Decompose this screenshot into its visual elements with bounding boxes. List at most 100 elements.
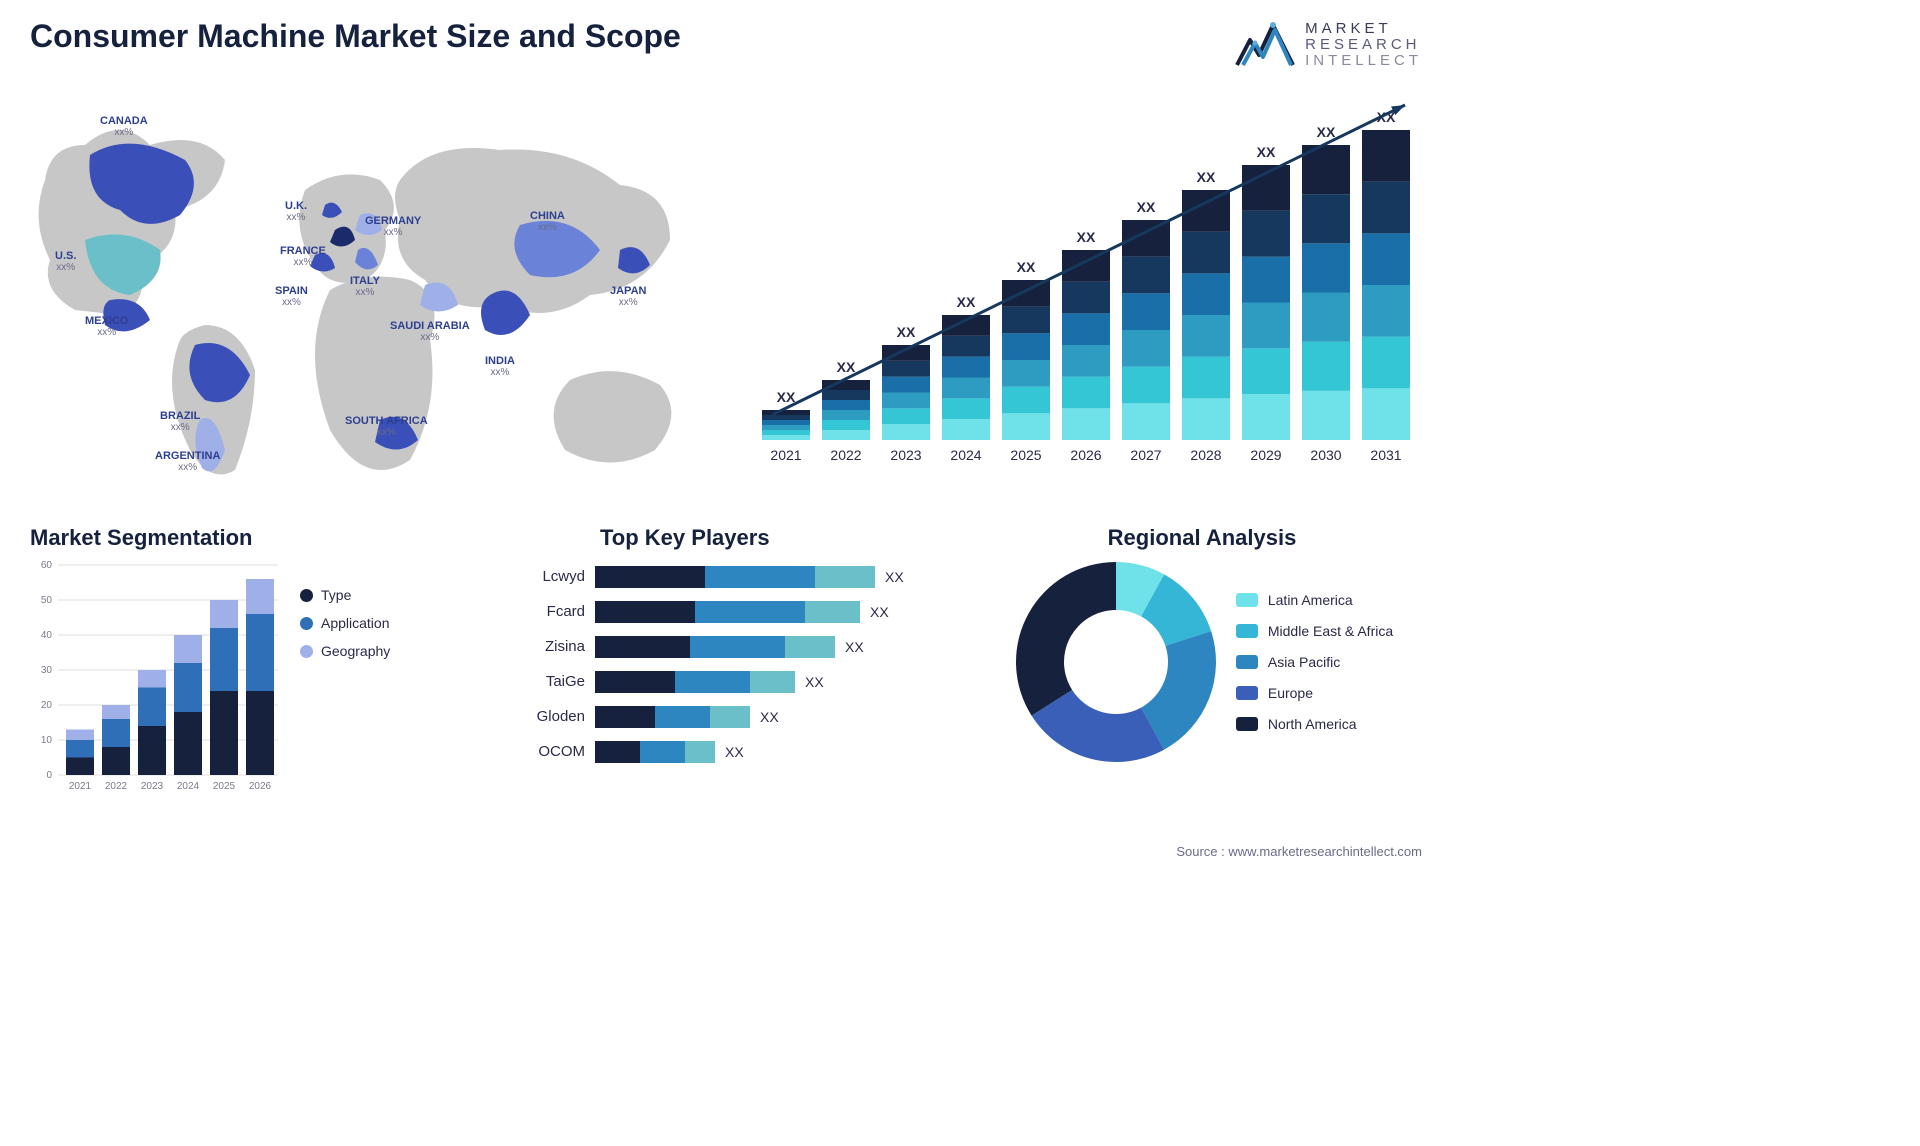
svg-text:2022: 2022 xyxy=(830,447,861,463)
brand-logo: MARKET RESEARCH INTELLECT xyxy=(1235,15,1422,75)
player-bar-segment xyxy=(785,636,835,658)
player-label: Lcwyd xyxy=(470,559,585,594)
map-label-saudi-arabia: SAUDI ARABIAxx% xyxy=(390,320,470,343)
map-label-germany: GERMANYxx% xyxy=(365,215,421,238)
region-legend-item: Latin America xyxy=(1236,592,1393,608)
logo-line3: INTELLECT xyxy=(1305,53,1422,69)
svg-text:2024: 2024 xyxy=(177,781,200,792)
player-bar-segment xyxy=(595,636,690,658)
svg-text:60: 60 xyxy=(41,560,53,571)
player-bar-segment xyxy=(710,706,750,728)
svg-text:2030: 2030 xyxy=(1310,447,1341,463)
svg-text:2022: 2022 xyxy=(105,781,128,792)
swatch-icon xyxy=(300,617,313,630)
svg-text:XX: XX xyxy=(837,359,856,375)
map-label-argentina: ARGENTINAxx% xyxy=(155,450,220,473)
region-legend-item: North America xyxy=(1236,716,1393,732)
segmentation-legend: Type Application Geography xyxy=(300,557,390,797)
seg-legend-geography: Geography xyxy=(300,643,390,659)
svg-text:XX: XX xyxy=(777,389,796,405)
svg-text:XX: XX xyxy=(957,294,976,310)
player-bar-segment xyxy=(595,741,640,763)
market-segmentation-section: Market Segmentation 01020304050602021202… xyxy=(30,525,470,825)
svg-text:10: 10 xyxy=(41,735,53,746)
world-map: CANADAxx%U.S.xx%MEXICOxx%BRAZILxx%ARGENT… xyxy=(30,90,710,490)
player-bar-value: XX xyxy=(885,569,904,585)
map-label-canada: CANADAxx% xyxy=(100,115,148,138)
svg-text:XX: XX xyxy=(1137,199,1156,215)
svg-text:XX: XX xyxy=(1317,124,1336,140)
swatch-icon xyxy=(1236,593,1258,607)
player-bar-segment xyxy=(595,671,675,693)
seg-legend-label: Geography xyxy=(321,643,390,659)
seg-legend-type: Type xyxy=(300,587,390,603)
region-legend-label: Asia Pacific xyxy=(1268,654,1340,670)
player-bar-value: XX xyxy=(725,744,744,760)
map-label-brazil: BRAZILxx% xyxy=(160,410,200,433)
player-bar-segment xyxy=(690,636,785,658)
player-bar-row: XX xyxy=(595,699,970,734)
map-label-japan: JAPANxx% xyxy=(610,285,646,308)
svg-text:2021: 2021 xyxy=(69,781,92,792)
player-bar-value: XX xyxy=(845,639,864,655)
regional-donut-chart xyxy=(1011,557,1221,767)
player-bar-segment xyxy=(655,706,710,728)
region-legend-item: Middle East & Africa xyxy=(1236,623,1393,639)
player-bar-segment xyxy=(705,566,815,588)
player-bar-row: XX xyxy=(595,559,970,594)
swatch-icon xyxy=(300,645,313,658)
svg-text:2031: 2031 xyxy=(1370,447,1401,463)
svg-text:2024: 2024 xyxy=(950,447,981,463)
player-bar-segment xyxy=(595,706,655,728)
segmentation-chart: 0102030405060202120222023202420252026 xyxy=(30,557,290,797)
player-bar xyxy=(595,706,750,728)
player-bar-segment xyxy=(595,601,695,623)
main-forecast-chart: XX2021XX2022XX2023XX2024XX2025XX2026XX20… xyxy=(742,100,1422,470)
player-bar-row: XX xyxy=(595,594,970,629)
player-bar xyxy=(595,601,860,623)
player-bar xyxy=(595,636,835,658)
player-label: TaiGe xyxy=(470,664,585,699)
map-label-south-africa: SOUTH AFRICAxx% xyxy=(345,415,428,438)
logo-line2: RESEARCH xyxy=(1305,37,1422,53)
map-label-france: FRANCExx% xyxy=(280,245,326,268)
logo-mark-icon xyxy=(1235,15,1295,75)
svg-text:50: 50 xyxy=(41,595,53,606)
page-title: Consumer Machine Market Size and Scope xyxy=(30,18,681,55)
player-bar-segment xyxy=(640,741,685,763)
player-bar-segment xyxy=(675,671,750,693)
player-label: Fcard xyxy=(470,594,585,629)
svg-text:XX: XX xyxy=(1017,259,1036,275)
seg-legend-label: Type xyxy=(321,587,351,603)
logo-text: MARKET RESEARCH INTELLECT xyxy=(1305,21,1422,68)
svg-text:2025: 2025 xyxy=(1010,447,1041,463)
swatch-icon xyxy=(1236,624,1258,638)
map-label-u-k-: U.K.xx% xyxy=(285,200,307,223)
player-bar-row: XX xyxy=(595,734,970,769)
svg-text:2021: 2021 xyxy=(770,447,801,463)
svg-text:XX: XX xyxy=(1197,169,1216,185)
player-bar-segment xyxy=(595,566,705,588)
region-legend-item: Asia Pacific xyxy=(1236,654,1393,670)
svg-text:2023: 2023 xyxy=(890,447,921,463)
svg-text:2026: 2026 xyxy=(249,781,272,792)
svg-text:XX: XX xyxy=(1257,144,1276,160)
player-bar-value: XX xyxy=(760,709,779,725)
player-bar-segment xyxy=(695,601,805,623)
svg-text:2028: 2028 xyxy=(1190,447,1221,463)
region-legend-label: Middle East & Africa xyxy=(1268,623,1393,639)
player-bar-segment xyxy=(805,601,860,623)
source-attribution: Source : www.marketresearchintellect.com xyxy=(1176,844,1422,859)
swatch-icon xyxy=(1236,717,1258,731)
svg-text:2025: 2025 xyxy=(213,781,236,792)
map-label-india: INDIAxx% xyxy=(485,355,515,378)
map-label-italy: ITALYxx% xyxy=(350,275,380,298)
segmentation-title: Market Segmentation xyxy=(30,525,470,551)
player-bar xyxy=(595,741,715,763)
region-legend-label: Latin America xyxy=(1268,592,1353,608)
players-labels: LcwydFcardZisinaTaiGeGlodenOCOM xyxy=(470,559,585,769)
seg-legend-application: Application xyxy=(300,615,390,631)
region-legend-label: North America xyxy=(1268,716,1357,732)
seg-legend-label: Application xyxy=(321,615,390,631)
logo-line1: MARKET xyxy=(1305,21,1422,37)
